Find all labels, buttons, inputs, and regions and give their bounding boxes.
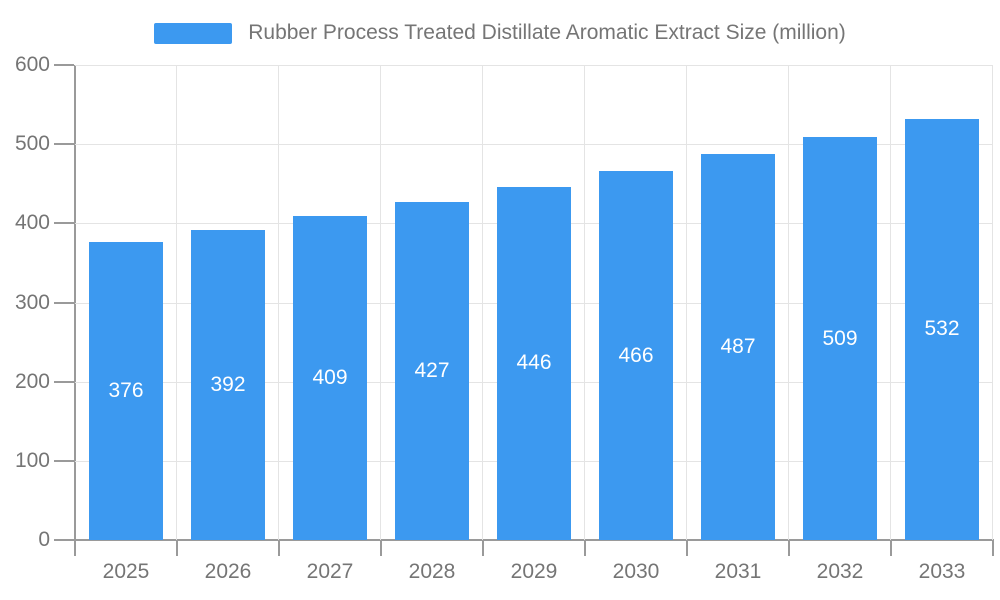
bar-2030 <box>599 171 673 540</box>
bar-value-label: 509 <box>822 326 858 350</box>
x-gridline <box>482 65 483 540</box>
plot-area: 0 100 200 300 400 500 600 376 2025 392 2026 409 2027… <box>15 53 994 583</box>
x-axis-tick <box>278 541 280 556</box>
y-axis-tick <box>54 301 74 304</box>
x-gridline <box>584 65 585 540</box>
y-gridline <box>75 144 993 146</box>
x-axis-label: 2030 <box>612 560 660 583</box>
y-axis-label: 300 <box>14 290 50 314</box>
bar-2033 <box>905 118 979 540</box>
x-axis-label: 2027 <box>306 560 354 583</box>
bar-2025 <box>89 242 163 540</box>
bar-value-label: 376 <box>108 379 144 403</box>
x-axis-line <box>74 539 994 541</box>
bar-2027 <box>293 216 367 540</box>
x-axis-tick <box>482 541 484 556</box>
bar-value-label: 466 <box>618 343 654 367</box>
x-axis-label: 2025 <box>102 560 150 583</box>
x-axis-label: 2029 <box>510 560 558 583</box>
bar-value-label: 409 <box>312 366 348 390</box>
bar-2026 <box>191 229 265 540</box>
y-axis-label: 100 <box>14 448 50 472</box>
y-axis-tick <box>54 459 74 462</box>
x-gridline <box>278 65 279 540</box>
x-gridline <box>686 65 687 540</box>
x-axis-label: 2026 <box>204 560 252 583</box>
x-axis-label: 2031 <box>714 560 762 583</box>
x-axis-tick <box>890 541 892 556</box>
x-axis-label: 2028 <box>408 560 456 583</box>
y-axis-tick <box>54 143 74 146</box>
x-gridline <box>890 65 891 540</box>
bar-value-label: 532 <box>924 317 960 341</box>
bar-2028 <box>395 201 469 540</box>
y-axis-label: 200 <box>14 369 50 393</box>
x-axis-label: 2033 <box>918 560 966 583</box>
bar-value-label: 392 <box>210 372 246 396</box>
x-axis-tick <box>584 541 586 556</box>
x-axis-tick <box>176 541 178 556</box>
y-axis-tick <box>54 380 74 383</box>
x-axis-label: 2032 <box>816 560 864 583</box>
y-axis-tick <box>54 539 74 541</box>
bar-value-label: 427 <box>414 358 450 382</box>
x-gridline <box>992 65 993 540</box>
y-axis-tick <box>54 64 74 66</box>
y-axis-label: 500 <box>14 132 50 156</box>
x-axis-tick <box>74 541 76 556</box>
legend[interactable]: Rubber Process Treated Distillate Aromat… <box>0 20 1000 46</box>
bar-2029 <box>497 186 571 540</box>
bar-2031 <box>701 154 775 540</box>
x-axis-tick <box>992 541 994 556</box>
bar-value-label: 487 <box>720 335 756 359</box>
x-gridline <box>176 65 177 540</box>
y-axis-tick <box>54 222 74 225</box>
x-axis-tick <box>380 541 382 556</box>
bar-2032 <box>803 137 877 540</box>
y-axis-label: 0 <box>38 528 50 551</box>
y-axis-label: 400 <box>14 211 50 235</box>
x-axis-tick <box>686 541 688 556</box>
legend-label: Rubber Process Treated Distillate Aromat… <box>248 21 846 44</box>
legend-swatch <box>154 22 233 44</box>
x-gridline <box>380 65 381 540</box>
x-axis-tick <box>788 541 790 556</box>
bar-value-label: 446 <box>516 351 552 375</box>
y-gridline <box>75 65 993 66</box>
x-gridline <box>788 65 789 540</box>
y-axis-label: 600 <box>14 53 50 76</box>
